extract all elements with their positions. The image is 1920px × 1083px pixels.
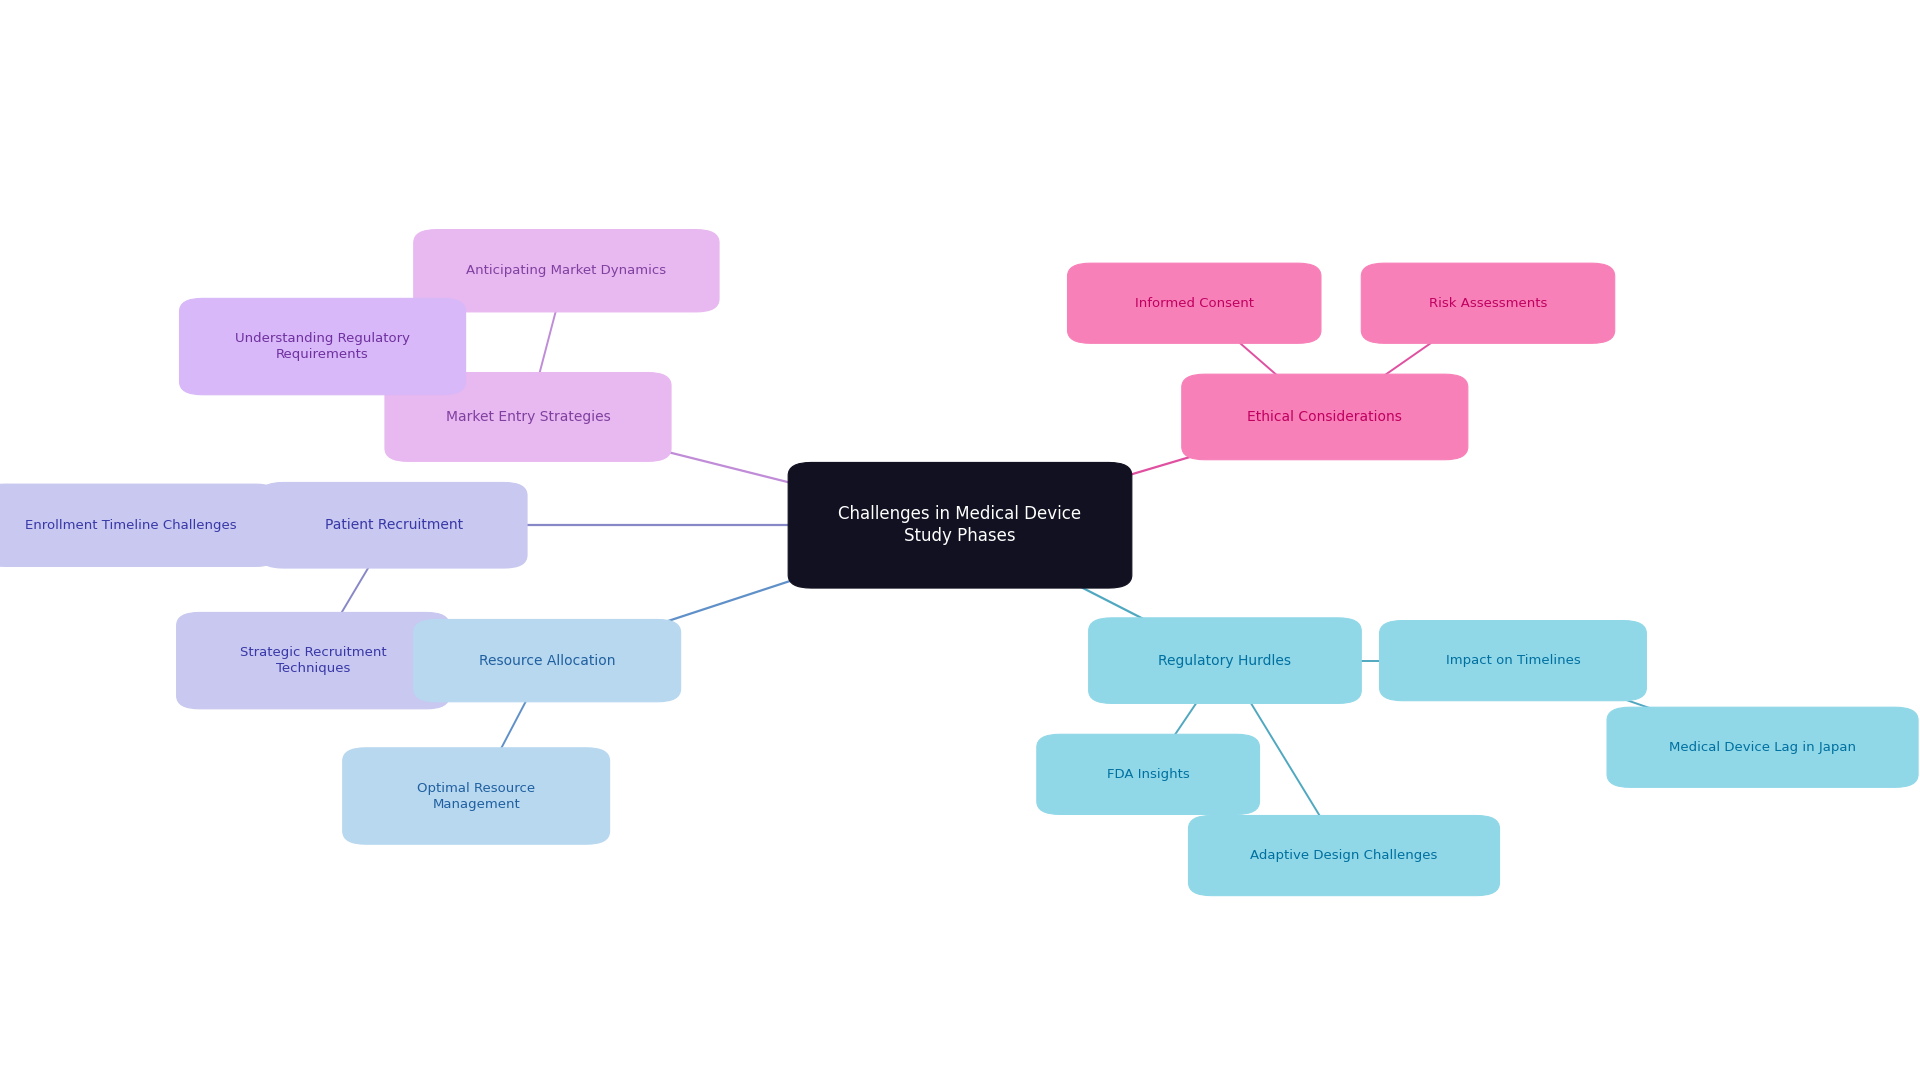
FancyBboxPatch shape xyxy=(1037,734,1260,814)
FancyBboxPatch shape xyxy=(1188,815,1500,896)
Text: Resource Allocation: Resource Allocation xyxy=(478,654,616,667)
FancyBboxPatch shape xyxy=(1379,621,1647,701)
FancyBboxPatch shape xyxy=(413,619,680,702)
FancyBboxPatch shape xyxy=(1068,263,1321,343)
FancyBboxPatch shape xyxy=(1607,707,1918,787)
Text: Informed Consent: Informed Consent xyxy=(1135,297,1254,310)
Text: Challenges in Medical Device
Study Phases: Challenges in Medical Device Study Phase… xyxy=(839,505,1081,546)
Text: Ethical Considerations: Ethical Considerations xyxy=(1248,410,1402,423)
Text: FDA Insights: FDA Insights xyxy=(1106,768,1190,781)
FancyBboxPatch shape xyxy=(1181,375,1467,459)
FancyBboxPatch shape xyxy=(259,483,526,567)
FancyBboxPatch shape xyxy=(177,613,449,708)
FancyBboxPatch shape xyxy=(342,748,611,845)
Text: Anticipating Market Dynamics: Anticipating Market Dynamics xyxy=(467,264,666,277)
FancyBboxPatch shape xyxy=(413,230,718,312)
FancyBboxPatch shape xyxy=(1361,263,1615,343)
FancyBboxPatch shape xyxy=(787,462,1131,588)
Text: Impact on Timelines: Impact on Timelines xyxy=(1446,654,1580,667)
Text: Enrollment Timeline Challenges: Enrollment Timeline Challenges xyxy=(25,519,236,532)
FancyBboxPatch shape xyxy=(0,484,278,566)
Text: Optimal Resource
Management: Optimal Resource Management xyxy=(417,782,536,810)
FancyBboxPatch shape xyxy=(1089,617,1361,704)
Text: Risk Assessments: Risk Assessments xyxy=(1428,297,1548,310)
Text: Patient Recruitment: Patient Recruitment xyxy=(324,519,463,532)
Text: Market Entry Strategies: Market Entry Strategies xyxy=(445,410,611,423)
Text: Strategic Recruitment
Techniques: Strategic Recruitment Techniques xyxy=(240,647,386,675)
Text: Regulatory Hurdles: Regulatory Hurdles xyxy=(1158,654,1292,667)
Text: Adaptive Design Challenges: Adaptive Design Challenges xyxy=(1250,849,1438,862)
FancyBboxPatch shape xyxy=(384,373,672,461)
FancyBboxPatch shape xyxy=(180,298,465,394)
Text: Medical Device Lag in Japan: Medical Device Lag in Japan xyxy=(1668,741,1857,754)
Text: Understanding Regulatory
Requirements: Understanding Regulatory Requirements xyxy=(234,332,411,361)
